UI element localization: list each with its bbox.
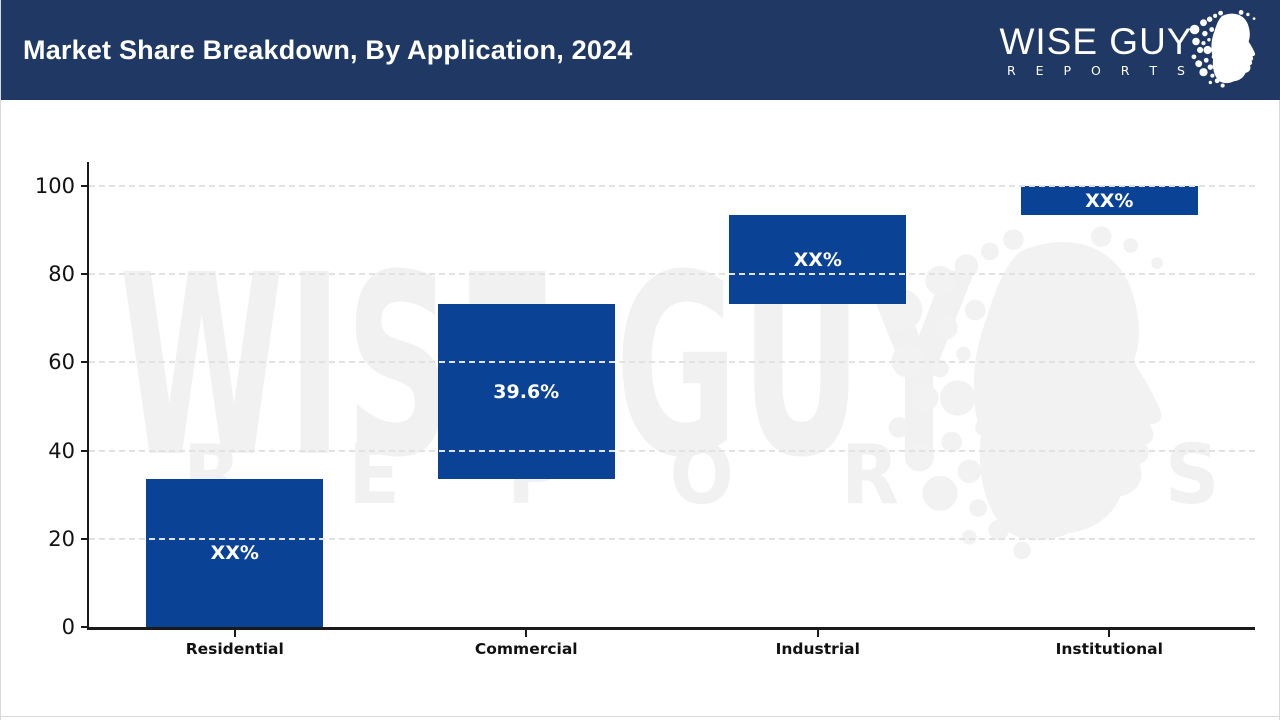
bar-residential: XX%: [146, 478, 324, 627]
x-tick-label-institutional: Institutional: [1055, 640, 1163, 658]
y-tick-label-60: 60: [48, 350, 75, 375]
y-tick-100: [81, 185, 89, 187]
y-tick-label-20: 20: [48, 526, 75, 551]
y-tick-label-80: 80: [48, 262, 75, 287]
y-tick-0: [81, 626, 89, 628]
bar-value-label: XX%: [793, 248, 842, 271]
y-tick-label-100: 100: [34, 174, 75, 198]
bar-value-label: XX%: [1085, 189, 1134, 212]
x-tick-residential: [233, 629, 236, 637]
x-tick-label-industrial: Industrial: [775, 640, 860, 658]
y-tick-80: [81, 273, 89, 276]
x-tick-commercial: [525, 629, 528, 637]
x-tick-label-residential: Residential: [185, 640, 284, 658]
y-axis-line: [87, 162, 89, 630]
gridline-20: [89, 537, 1255, 540]
x-tick-label-commercial: Commercial: [474, 640, 578, 658]
x-axis-line: [87, 627, 1255, 630]
wise-guy-face-icon: [1189, 10, 1256, 88]
gridline-80: [89, 273, 1255, 276]
bottom-border: [1, 716, 1280, 717]
gridline-100: [89, 185, 1255, 187]
bar-industrial: XX%: [729, 215, 907, 305]
y-tick-label-40: 40: [48, 438, 75, 463]
page-title: Market Share Breakdown, By Application, …: [23, 34, 633, 65]
logo-text: WISE GUY R E P O R T S: [999, 23, 1193, 78]
y-tick-label-0: 0: [61, 615, 75, 639]
wise-guy-logo: WISE GUY R E P O R T S: [999, 9, 1280, 91]
logo-wordmark: WISE GUY: [999, 20, 1193, 62]
y-tick-20: [81, 537, 89, 540]
logo-subtext: R E P O R T S: [1006, 62, 1193, 78]
x-tick-industrial: [816, 629, 819, 637]
bar-value-label: 39.6%: [493, 380, 560, 403]
bar-value-label: XX%: [210, 541, 259, 564]
header-bar: Market Share Breakdown, By Application, …: [1, 0, 1280, 100]
bar-institutional: XX%: [1020, 186, 1198, 216]
gridline-40: [89, 449, 1255, 452]
y-tick-40: [81, 449, 89, 452]
gridline-60: [89, 361, 1255, 364]
bar-commercial: 39.6%: [437, 304, 615, 479]
x-tick-institutional: [1108, 629, 1111, 637]
y-tick-60: [81, 361, 89, 364]
